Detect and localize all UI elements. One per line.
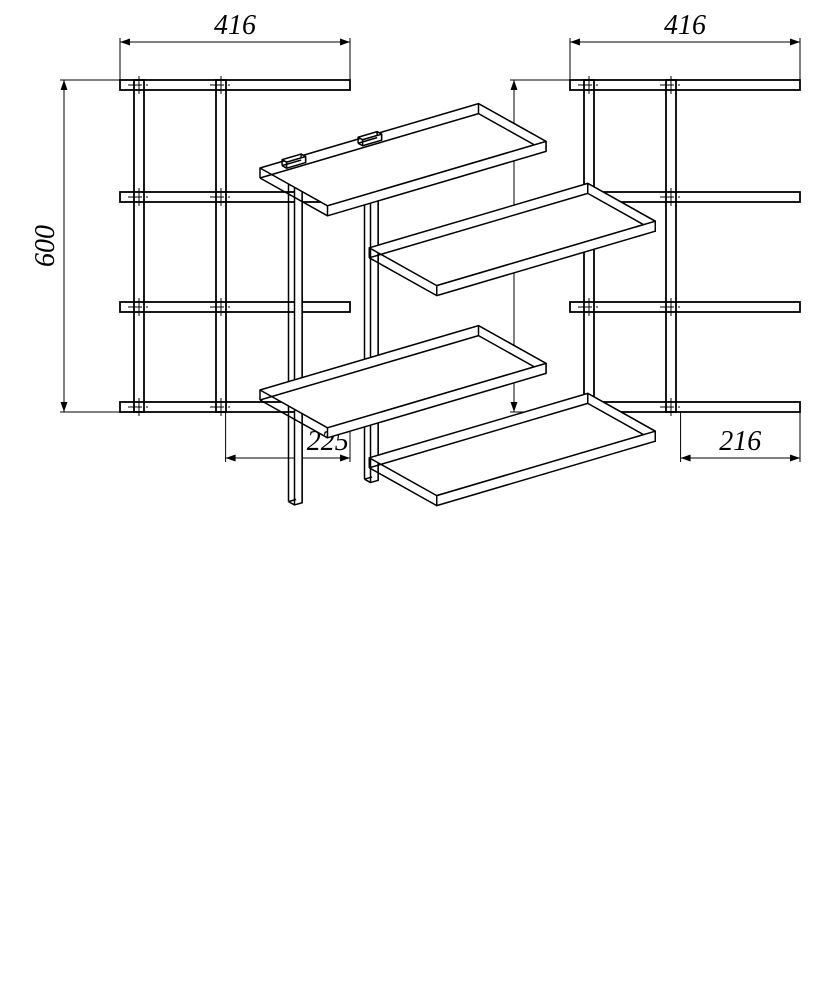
svg-text:416: 416 [664, 10, 706, 41]
svg-text:416: 416 [214, 10, 256, 41]
svg-text:216: 216 [719, 426, 761, 457]
svg-text:600: 600 [30, 225, 61, 267]
